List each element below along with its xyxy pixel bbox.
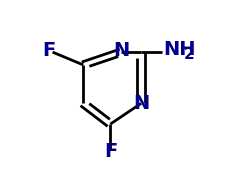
Text: 2: 2: [184, 48, 194, 63]
Text: N: N: [133, 94, 149, 113]
Text: NH: NH: [163, 40, 195, 59]
Text: F: F: [104, 142, 117, 161]
Text: F: F: [42, 41, 56, 60]
Text: N: N: [113, 41, 129, 60]
